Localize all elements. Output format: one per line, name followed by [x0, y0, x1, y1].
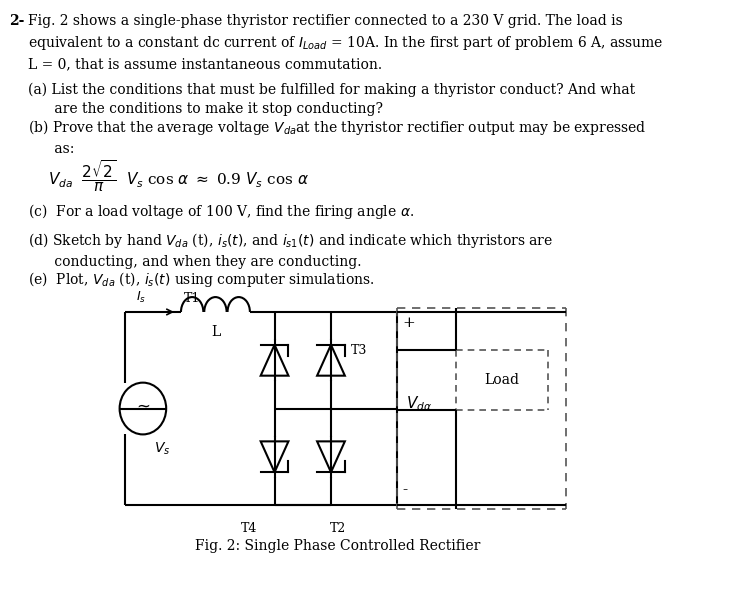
Text: L: L — [211, 325, 220, 339]
Text: Fig. 2 shows a single-phase thyristor rectifier connected to a 230 V grid. The l: Fig. 2 shows a single-phase thyristor re… — [29, 15, 663, 71]
Text: Load: Load — [484, 373, 520, 387]
Text: (b) Prove that the average voltage $V_{da}$at the thyristor rectifier output may: (b) Prove that the average voltage $V_{d… — [29, 118, 647, 156]
Text: T2: T2 — [330, 522, 346, 535]
Text: $V_{d\alpha}$: $V_{d\alpha}$ — [406, 394, 432, 413]
Text: -: - — [402, 483, 408, 497]
Text: T1: T1 — [184, 292, 201, 305]
Text: 2-: 2- — [10, 15, 25, 29]
Text: $V_s$: $V_s$ — [153, 440, 170, 457]
Text: (c)  For a load voltage of 100 V, find the firing angle $\alpha$.: (c) For a load voltage of 100 V, find th… — [29, 202, 414, 221]
Text: (e)  Plot, $V_{da}$ (t), $i_s(t)$ using computer simulations.: (e) Plot, $V_{da}$ (t), $i_s(t)$ using c… — [29, 270, 374, 289]
Text: (d) Sketch by hand $V_{da}$ (t), $i_s(t)$, and $i_{s1}(t)$ and indicate which th: (d) Sketch by hand $V_{da}$ (t), $i_s(t)… — [29, 231, 553, 269]
Text: $V_{da}$  $\dfrac{2\sqrt{2}}{\pi}$  $V_s$ cos $\alpha$ $\approx$ 0.9 $V_s$ cos $: $V_{da}$ $\dfrac{2\sqrt{2}}{\pi}$ $V_s$ … — [48, 159, 309, 195]
Text: $I_s$: $I_s$ — [135, 290, 146, 305]
Text: +: + — [402, 316, 415, 330]
Text: T3: T3 — [350, 344, 367, 357]
Text: ~: ~ — [136, 398, 150, 415]
Text: Fig. 2: Single Phase Controlled Rectifier: Fig. 2: Single Phase Controlled Rectifie… — [196, 539, 481, 553]
Text: T4: T4 — [241, 522, 258, 535]
Text: (a) List the conditions that must be fulfilled for making a thyristor conduct? A: (a) List the conditions that must be ful… — [29, 83, 635, 116]
